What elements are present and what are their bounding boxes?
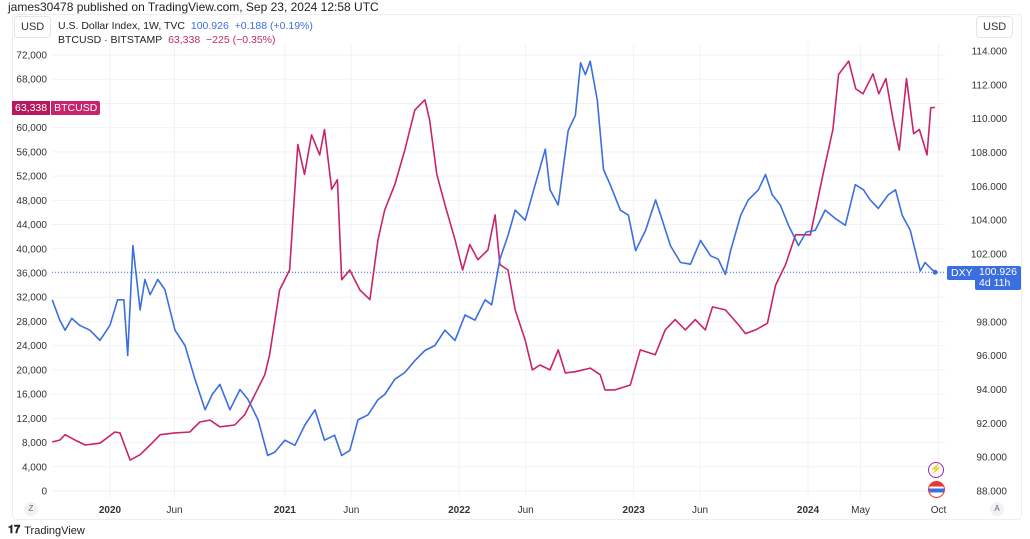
legend-dxy[interactable]: U.S. Dollar Index, 1W, TVC 100.926 +0.18…	[58, 19, 313, 33]
right-tick-label: 90.000	[976, 453, 1007, 464]
btc-price-badge: 63,338 BTCUSD	[12, 101, 101, 115]
right-tick-label: 96.000	[976, 351, 1007, 362]
left-tick-label: 40,000	[16, 244, 47, 255]
left-tick-label: 8,000	[22, 438, 47, 449]
footer-brand: TradingView	[24, 524, 85, 537]
legend-btc-change: −225 (−0.35%)	[206, 34, 276, 46]
right-tick-label: 98.000	[976, 317, 1007, 328]
left-tick-label: 12,000	[16, 414, 47, 425]
legend-btc[interactable]: BTCUSD · BITSTAMP 63,338 −225 (−0.35%)	[58, 33, 313, 47]
lightning-icon[interactable]: ⚡	[928, 462, 944, 478]
legend-dxy-change: +0.188 (+0.19%)	[234, 20, 313, 32]
x-tick-label: Jun	[692, 505, 708, 516]
left-tick-label: 16,000	[16, 390, 47, 401]
right-tick-label: 88.000	[976, 487, 1007, 498]
publish-info: james30478 published on TradingView.com,…	[8, 0, 379, 14]
x-tick-label: May	[851, 505, 870, 516]
legend: U.S. Dollar Index, 1W, TVC 100.926 +0.18…	[58, 19, 313, 47]
x-tick-label: Jun	[518, 505, 534, 516]
series-line-dxy	[51, 60, 936, 457]
left-tick-label: 44,000	[16, 220, 47, 231]
chart-card	[12, 14, 1022, 520]
dxy-price-badge: 100.926 4d 11h	[975, 266, 1021, 290]
auto-scale-left-button[interactable]: Z	[24, 502, 38, 516]
right-tick-label: 110.000	[972, 114, 1008, 125]
left-tick-label: 24,000	[16, 341, 47, 352]
right-tick-label: 94.000	[976, 385, 1007, 396]
x-tick-label: 2023	[623, 505, 646, 516]
left-tick-label: 20,000	[16, 365, 47, 376]
dxy-badge-countdown: 4d 11h	[979, 277, 1011, 289]
auto-scale-right-button[interactable]: A	[990, 502, 1004, 516]
right-tick-label: 102.000	[971, 250, 1008, 261]
btc-badge-label: BTCUSD	[51, 101, 101, 115]
legend-dxy-name: U.S. Dollar Index, 1W, TVC	[58, 20, 186, 32]
right-axis-currency[interactable]: USD	[976, 16, 1014, 38]
legend-btc-price: 63,338	[168, 34, 201, 46]
left-tick-label: 32,000	[16, 293, 47, 304]
right-tick-label: 92.000	[976, 419, 1007, 430]
left-tick-label: 56,000	[16, 147, 47, 158]
footer: 𝟏𝟕 TradingView	[8, 524, 85, 537]
us-flag-event-icon[interactable]	[928, 481, 945, 498]
left-axis: 0 4,000 8,000 12,000 16,000 20,000 24,000 28,00…	[16, 51, 47, 498]
left-tick-label: 52,000	[16, 172, 47, 183]
left-tick-label: 48,000	[16, 196, 47, 207]
left-tick-label: 36,000	[16, 269, 47, 280]
left-tick-label: 68,000	[16, 75, 47, 86]
left-tick-label: 0	[41, 487, 47, 498]
right-tick-label: 106.000	[971, 182, 1008, 193]
right-axis: 88.000 90.000 92.000 94.000 96.000 98.000 102.…	[971, 47, 1008, 498]
x-tick-label: Jun	[166, 505, 182, 516]
series-line-btcusd	[52, 60, 936, 461]
legend-btc-name: BTCUSD · BITSTAMP	[58, 34, 163, 46]
x-tick-label: 2024	[797, 505, 820, 516]
left-tick-label: 60,000	[16, 123, 47, 134]
x-tick-label: Jun	[343, 505, 359, 516]
left-tick-label: 28,000	[16, 317, 47, 328]
right-tick-label: 114.000	[972, 47, 1008, 58]
dxy-last-point	[932, 269, 938, 275]
right-tick-label: 104.000	[971, 216, 1008, 227]
dxy-badge-value: 100.926	[979, 266, 1017, 278]
dxy-label-badge: DXY	[947, 266, 977, 280]
x-tick-label: 2021	[274, 505, 297, 516]
x-axis: 2020 Jun 2021 Jun 2022 Jun 2023 Jun 2024 May Oct	[99, 505, 947, 516]
x-tick-label: 2020	[99, 505, 122, 516]
right-tick-label: 108.000	[971, 148, 1008, 159]
x-tick-label: Oct	[931, 505, 947, 516]
tradingview-logo-icon: 𝟏𝟕	[8, 524, 21, 536]
left-tick-label: 4,000	[22, 462, 47, 473]
legend-dxy-price: 100.926	[190, 20, 229, 32]
left-axis-currency[interactable]: USD	[14, 16, 52, 38]
left-tick-label: 72,000	[16, 51, 47, 62]
btc-badge-value: 63,338	[12, 101, 51, 115]
x-tick-label: 2022	[448, 505, 471, 516]
right-tick-label: 112.000	[972, 80, 1008, 91]
